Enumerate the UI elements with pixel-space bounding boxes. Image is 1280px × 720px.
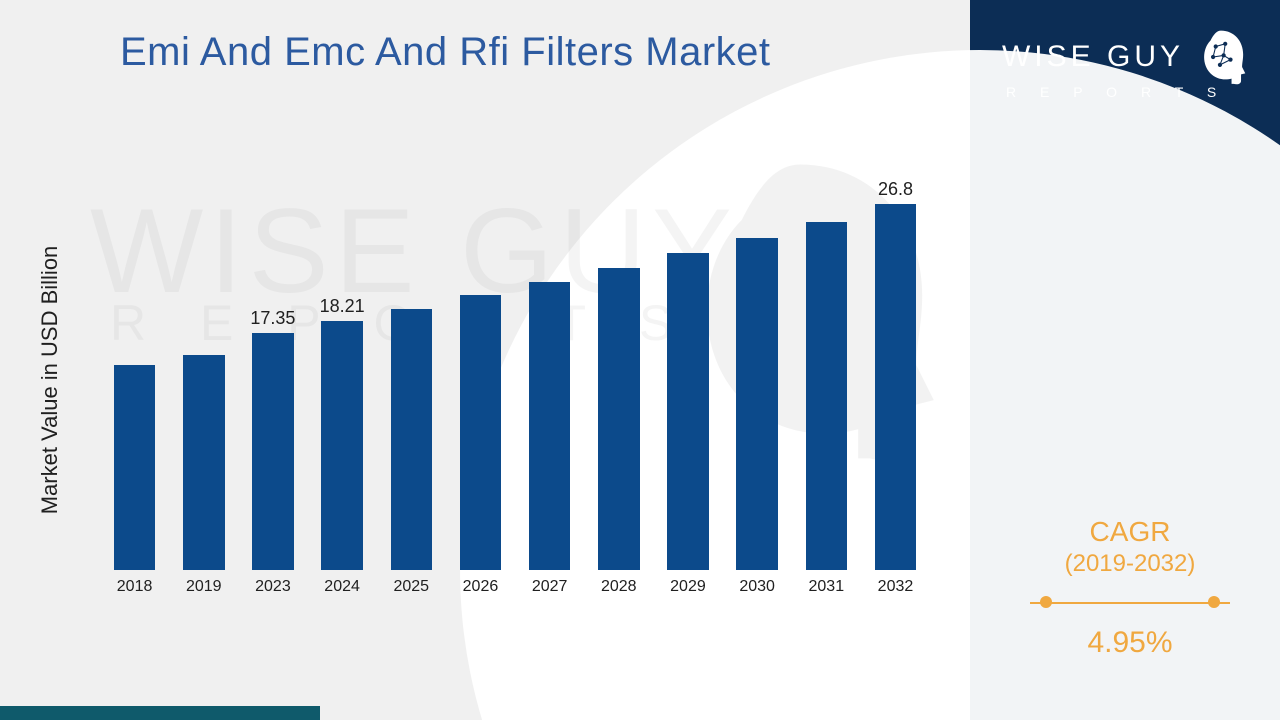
x-category-label: 2028 (601, 578, 637, 596)
bar-slot: 2030 (723, 160, 792, 570)
x-category-label: 2031 (809, 578, 845, 596)
cagr-divider (1030, 590, 1230, 614)
x-category-label: 2026 (463, 578, 499, 596)
x-category-label: 2027 (532, 578, 568, 596)
x-category-label: 2018 (117, 578, 153, 596)
y-axis-label: Market Value in USD Billion (37, 246, 63, 515)
cagr-label: CAGR (1020, 516, 1240, 548)
stage: WISE GUY R E P O R T S Emi And Emc And R… (0, 0, 1280, 720)
cagr-value: 4.95% (1020, 626, 1240, 660)
brand-line2: R E P O R T S (1006, 84, 1250, 100)
bar-chart: Market Value in USD Billion 2018201917.3… (60, 150, 930, 610)
bar-slot: 2028 (584, 160, 653, 570)
cagr-period: (2019-2032) (1020, 550, 1240, 578)
bar-slot: 18.212024 (308, 160, 377, 570)
bars-container: 2018201917.35202318.21202420252026202720… (100, 160, 930, 570)
bottom-strip (0, 706, 320, 720)
bar-slot: 2029 (653, 160, 722, 570)
bar-slot: 2027 (515, 160, 584, 570)
x-category-label: 2024 (324, 578, 360, 596)
bar (114, 365, 156, 570)
bar-slot: 2019 (169, 160, 238, 570)
bar (321, 321, 363, 570)
bar-slot: 26.82032 (861, 160, 930, 570)
bar (529, 282, 571, 570)
bar-value-label: 26.8 (878, 179, 913, 200)
brand-logo: WISE GUY R E P O R T S (1002, 28, 1250, 100)
bar-value-label: 17.35 (250, 308, 295, 329)
bar (391, 309, 433, 570)
x-category-label: 2032 (878, 578, 914, 596)
bar-slot: 17.352023 (238, 160, 307, 570)
x-category-label: 2025 (393, 578, 429, 596)
bar (460, 295, 502, 570)
x-category-label: 2023 (255, 578, 291, 596)
divider-dot-right (1208, 596, 1220, 608)
bar-slot: 2026 (446, 160, 515, 570)
bar-slot: 2031 (792, 160, 861, 570)
cagr-block: CAGR (2019-2032) 4.95% (1020, 516, 1240, 660)
bar-value-label: 18.21 (320, 296, 365, 317)
x-category-label: 2030 (739, 578, 775, 596)
bar (598, 268, 640, 570)
brand-head-icon (1192, 28, 1250, 86)
x-category-label: 2029 (670, 578, 706, 596)
chart-title: Emi And Emc And Rfi Filters Market (120, 30, 771, 75)
x-category-label: 2019 (186, 578, 222, 596)
bar (183, 355, 225, 570)
bar (667, 253, 709, 570)
bar (252, 333, 294, 570)
bar-slot: 2025 (377, 160, 446, 570)
bar (806, 222, 848, 571)
bar-slot: 2018 (100, 160, 169, 570)
brand-line1: WISE GUY (1002, 40, 1184, 74)
divider-dot-left (1040, 596, 1052, 608)
bar (736, 238, 778, 570)
plot-area: 2018201917.35202318.21202420252026202720… (100, 160, 930, 570)
bar (875, 204, 917, 570)
